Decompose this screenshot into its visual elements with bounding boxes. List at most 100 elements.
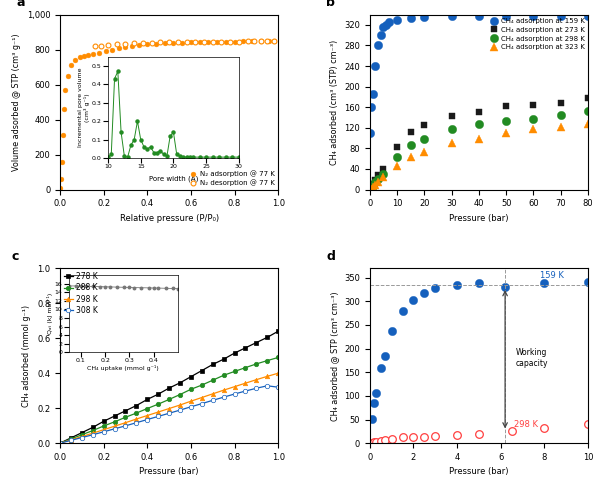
288 K <box>155 401 162 407</box>
N₂ desorption @ 77 K <box>200 39 208 45</box>
Text: 298 K: 298 K <box>514 420 538 429</box>
CH₄ adsorption at 159 K <box>383 22 390 28</box>
Line: 308 K: 308 K <box>58 384 280 446</box>
N₂ adsorption @ 77 K <box>57 185 64 191</box>
Line: CH₄ adsorption at 298 K: CH₄ adsorption at 298 K <box>367 107 592 192</box>
N₂ desorption @ 77 K <box>227 39 234 45</box>
288 K <box>122 414 129 420</box>
N₂ desorption @ 77 K <box>218 39 225 45</box>
N₂ desorption @ 77 K <box>139 40 146 46</box>
308 K <box>133 420 140 426</box>
N₂ adsorption @ 77 K <box>62 87 69 93</box>
308 K <box>209 397 217 403</box>
N₂ adsorption @ 77 K <box>196 39 203 45</box>
CH₄ adsorption at 323 K <box>374 179 382 185</box>
298 K <box>209 391 217 397</box>
N₂ desorption @ 77 K <box>235 38 242 44</box>
308 K <box>231 391 238 397</box>
CH₄ adsorption at 323 K <box>421 149 428 155</box>
N₂ adsorption @ 77 K <box>161 40 169 46</box>
298 K <box>133 416 140 422</box>
288 K <box>78 432 85 438</box>
CH₄ adsorption at 298 K <box>503 118 510 124</box>
CH₄ adsorption at 159 K <box>377 32 385 38</box>
CH₄ adsorption at 159 K <box>394 17 401 23</box>
298 K <box>231 384 238 390</box>
Line: 288 K: 288 K <box>58 355 280 446</box>
CH₄ adsorption at 323 K <box>530 127 537 132</box>
Text: 159 K: 159 K <box>540 271 564 280</box>
Text: Working
capacity: Working capacity <box>516 348 548 368</box>
N₂ desorption @ 77 K <box>122 41 129 47</box>
CH₄ adsorption at 159 K <box>374 42 382 48</box>
288 K <box>143 406 151 412</box>
288 K <box>275 355 282 360</box>
298 K <box>122 420 129 426</box>
288 K <box>253 361 260 367</box>
Line: N₂ desorption @ 77 K: N₂ desorption @ 77 K <box>92 38 276 49</box>
278 K <box>198 368 205 374</box>
N₂ adsorption @ 77 K <box>102 48 109 54</box>
CH₄ adsorption at 159 K <box>407 15 415 21</box>
Y-axis label: CH₄ adsorbed (mmol g⁻¹): CH₄ adsorbed (mmol g⁻¹) <box>22 305 31 407</box>
CH₄ adsorption at 323 K <box>368 186 375 191</box>
288 K <box>209 377 217 383</box>
N₂ desorption @ 77 K <box>244 38 251 44</box>
CH₄ adsorption at 273 K <box>374 172 382 178</box>
N₂ adsorption @ 77 K <box>257 38 265 44</box>
278 K <box>78 430 85 435</box>
CH₄ adsorption at 159 K <box>421 14 428 20</box>
298 K <box>253 377 260 383</box>
298 K <box>187 398 194 404</box>
278 K <box>100 418 107 424</box>
N₂ desorption @ 77 K <box>263 38 271 44</box>
Line: N₂ adsorption @ 77 K: N₂ adsorption @ 77 K <box>58 38 276 190</box>
Text: d: d <box>326 249 335 262</box>
N₂ adsorption @ 77 K <box>85 52 92 58</box>
298 K <box>166 406 173 412</box>
CH₄ adsorption at 273 K <box>530 102 537 108</box>
N₂ adsorption @ 77 K <box>76 55 83 60</box>
N₂ desorption @ 77 K <box>104 42 112 48</box>
308 K <box>253 385 260 391</box>
CH₄ adsorption at 273 K <box>368 184 375 190</box>
278 K <box>253 339 260 345</box>
CH₄ adsorption at 273 K <box>407 129 415 135</box>
288 K <box>187 386 194 392</box>
N₂ adsorption @ 77 K <box>270 38 277 44</box>
N₂ adsorption @ 77 K <box>187 39 194 45</box>
Line: 278 K: 278 K <box>58 329 280 446</box>
N₂ adsorption @ 77 K <box>179 39 186 45</box>
CH₄ adsorption at 273 K <box>557 100 565 106</box>
CH₄ adsorption at 159 K <box>368 104 375 110</box>
288 K <box>263 357 271 363</box>
288 K <box>231 369 238 375</box>
CH₄ adsorption at 323 K <box>371 182 379 188</box>
288 K <box>176 392 184 397</box>
278 K <box>67 435 74 441</box>
CH₄ adsorption at 298 K <box>374 176 382 182</box>
CH₄ adsorption at 298 K <box>371 179 379 185</box>
CH₄ adsorption at 298 K <box>394 154 401 160</box>
N₂ desorption @ 77 K <box>209 39 217 45</box>
278 K <box>187 374 194 380</box>
CH₄ adsorption at 323 K <box>407 154 415 160</box>
308 K <box>122 423 129 429</box>
288 K <box>89 428 97 433</box>
288 K <box>166 396 173 402</box>
Text: a: a <box>16 0 25 9</box>
278 K <box>176 380 184 386</box>
N₂ desorption @ 77 K <box>98 43 105 49</box>
N₂ desorption @ 77 K <box>157 39 164 45</box>
278 K <box>242 345 249 351</box>
CH₄ adsorption at 298 K <box>407 142 415 148</box>
Y-axis label: CH₄ adsorbed @ STP (cm³ cm⁻³): CH₄ adsorbed @ STP (cm³ cm⁻³) <box>329 291 338 420</box>
278 K <box>111 413 118 419</box>
278 K <box>155 391 162 397</box>
Text: b: b <box>326 0 335 9</box>
CH₄ adsorption at 273 K <box>475 109 482 115</box>
CH₄ adsorption at 298 K <box>557 112 565 118</box>
CH₄ adsorption at 273 K <box>421 122 428 128</box>
N₂ desorption @ 77 K <box>131 40 138 46</box>
CH₄ adsorption at 273 K <box>380 166 387 172</box>
